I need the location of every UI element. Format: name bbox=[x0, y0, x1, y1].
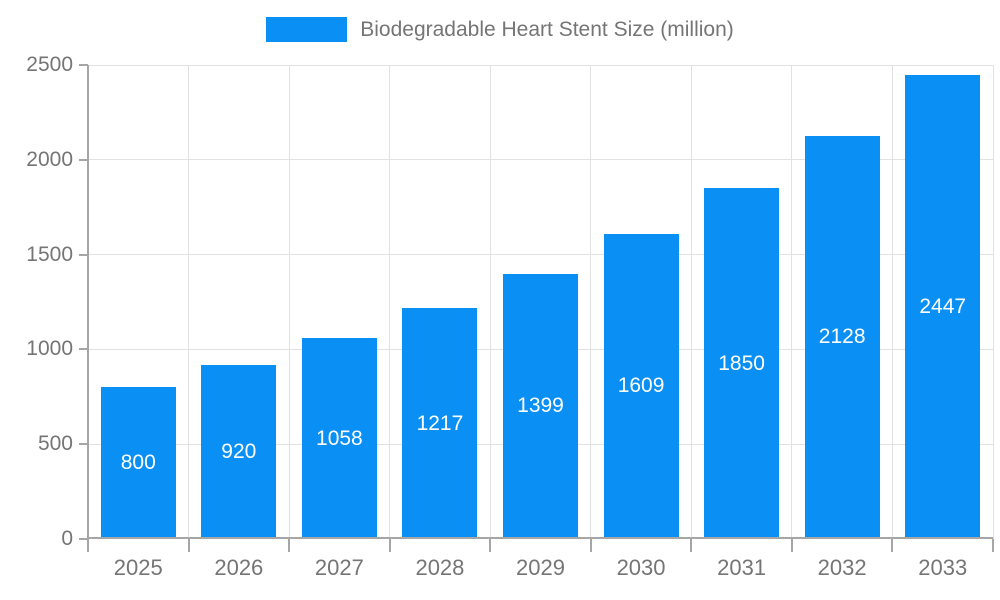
y-axis-line bbox=[87, 65, 89, 539]
x-tick-mark bbox=[388, 539, 391, 552]
x-tick-mark bbox=[992, 539, 994, 552]
x-tick-mark bbox=[288, 539, 291, 552]
x-tick-mark bbox=[891, 539, 894, 552]
x-tick-label: 2032 bbox=[817, 555, 867, 580]
bar: 1850 bbox=[704, 188, 780, 539]
bar-value-label: 920 bbox=[221, 439, 257, 463]
x-tick-mark bbox=[589, 539, 592, 552]
x-tick-mark bbox=[489, 539, 492, 552]
y-tick-mark bbox=[79, 443, 88, 446]
y-tick-label: 2500 bbox=[26, 53, 73, 76]
x-tick-label: 2033 bbox=[918, 555, 968, 580]
y-tick-mark bbox=[79, 64, 88, 66]
x-tick-mark bbox=[690, 539, 693, 552]
y-tick-mark bbox=[79, 158, 88, 161]
bar: 920 bbox=[201, 364, 277, 539]
bar: 1058 bbox=[301, 338, 377, 539]
x-gridline bbox=[489, 65, 491, 539]
bar: 1609 bbox=[603, 233, 679, 539]
legend[interactable]: Biodegradable Heart Stent Size (million) bbox=[0, 17, 1000, 42]
x-tick-label: 2026 bbox=[214, 555, 264, 580]
x-tick-label: 2030 bbox=[616, 555, 666, 580]
x-gridline bbox=[389, 65, 391, 539]
x-gridline bbox=[188, 65, 190, 539]
plot-area: 0 500 1000 1500 2000 2500 800 920 1058 1217 1399 16… bbox=[26, 53, 994, 580]
bar-value-label: 1850 bbox=[718, 351, 765, 375]
y-tick-label: 1000 bbox=[26, 337, 73, 361]
bar-value-label: 1217 bbox=[416, 411, 464, 435]
y-tick-label: 0 bbox=[61, 527, 73, 550]
y-tick-label: 2000 bbox=[26, 147, 73, 171]
x-tick-label: 2031 bbox=[717, 555, 767, 580]
x-gridline bbox=[791, 65, 793, 539]
legend-swatch bbox=[266, 17, 348, 42]
bar: 1217 bbox=[402, 308, 478, 539]
legend-label: Biodegradable Heart Stent Size (million) bbox=[360, 17, 734, 41]
x-tick-label: 2029 bbox=[516, 555, 565, 580]
x-gridline bbox=[288, 65, 290, 539]
bar: 2128 bbox=[804, 135, 880, 539]
bar-value-label: 2447 bbox=[919, 295, 967, 319]
x-gridline bbox=[590, 65, 592, 539]
x-gridline bbox=[992, 65, 994, 539]
y-tick-mark bbox=[79, 538, 88, 540]
bar: 1399 bbox=[503, 273, 578, 539]
y-gridline bbox=[88, 64, 993, 66]
x-gridline bbox=[690, 65, 692, 539]
y-tick-label: 500 bbox=[37, 432, 73, 456]
bar-value-label: 1399 bbox=[517, 394, 564, 418]
bar-value-label: 1609 bbox=[617, 374, 665, 398]
y-tick-mark bbox=[79, 348, 88, 351]
y-tick-label: 1500 bbox=[26, 242, 73, 266]
y-tick-mark bbox=[79, 253, 88, 256]
y-gridline bbox=[88, 254, 993, 256]
x-tick-mark bbox=[187, 539, 190, 552]
bar: 800 bbox=[100, 387, 176, 539]
x-axis-line bbox=[88, 537, 993, 539]
x-tick-mark bbox=[87, 539, 89, 552]
bar-value-label: 800 bbox=[120, 451, 156, 475]
x-gridline bbox=[891, 65, 893, 539]
x-tick-label: 2028 bbox=[415, 555, 465, 580]
bar-value-label: 2128 bbox=[818, 325, 866, 349]
x-tick-label: 2025 bbox=[113, 555, 163, 580]
x-tick-label: 2027 bbox=[314, 555, 364, 580]
y-gridline bbox=[88, 159, 993, 161]
bar-value-label: 1058 bbox=[316, 426, 363, 450]
x-tick-mark bbox=[790, 539, 793, 552]
bar: 2447 bbox=[905, 75, 981, 539]
